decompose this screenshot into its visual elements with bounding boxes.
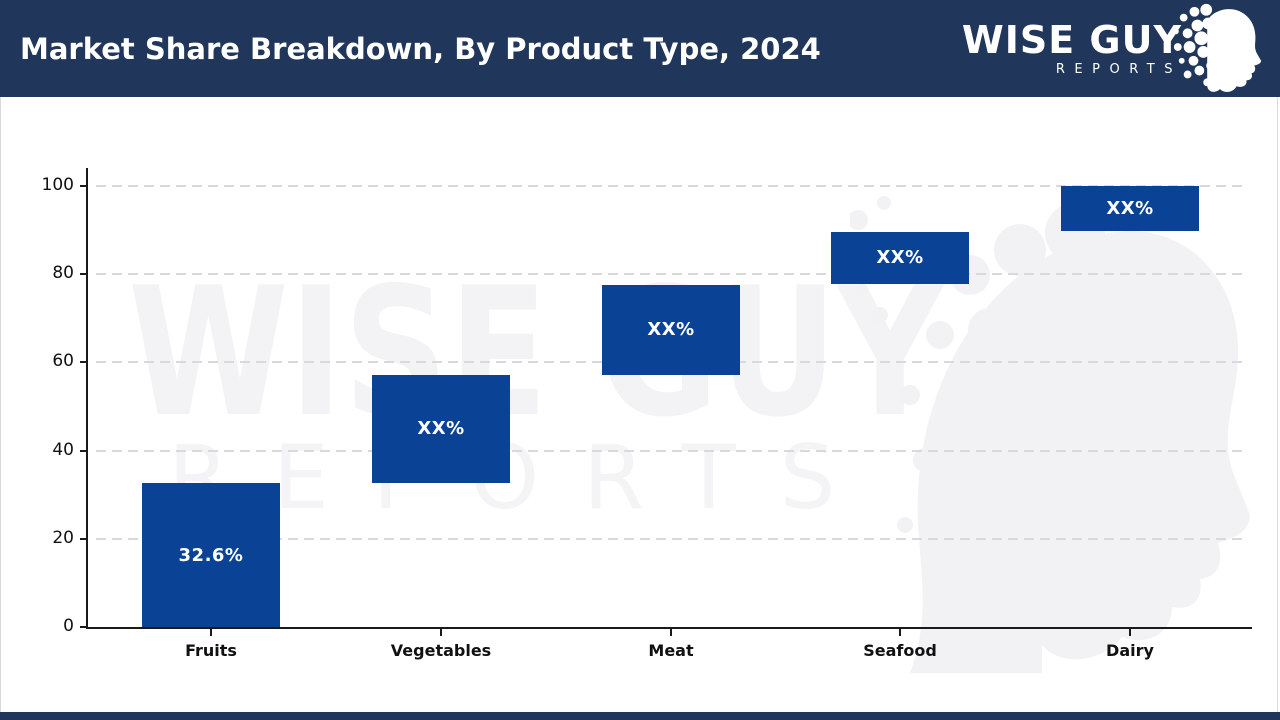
y-tick-80 xyxy=(80,273,87,276)
bar-label: XX% xyxy=(647,319,695,341)
bar-label: XX% xyxy=(417,418,465,440)
brand-text: WISE GUY REPORTS xyxy=(962,21,1182,77)
bar-fruits: 32.6% xyxy=(142,483,280,627)
x-axis-label-vegetables: Vegetables xyxy=(390,641,492,660)
x-axis-label-dairy: Dairy xyxy=(1106,641,1154,660)
x-tick-vegetables xyxy=(440,629,442,636)
bar-dairy: XX% xyxy=(1061,186,1199,232)
y-axis-line xyxy=(86,168,88,629)
gridline-100 xyxy=(96,185,1248,187)
x-axis-label-fruits: Fruits xyxy=(185,641,237,660)
bar-vegetables: XX% xyxy=(372,374,510,484)
bar-label: XX% xyxy=(876,247,924,269)
y-tick-0 xyxy=(80,626,87,628)
gridline-80 xyxy=(96,273,1248,276)
x-axis-label-seafood: Seafood xyxy=(863,641,937,660)
x-axis-label-meat: Meat xyxy=(648,641,694,660)
x-tick-meat xyxy=(670,629,672,636)
y-tick-label-60: 60 xyxy=(52,351,74,372)
y-tick-40 xyxy=(80,449,87,452)
y-tick-label-40: 40 xyxy=(52,439,74,460)
y-tick-20 xyxy=(80,537,87,540)
x-tick-dairy xyxy=(1129,629,1131,636)
header-bar: Market Share Breakdown, By Product Type,… xyxy=(0,0,1280,97)
x-axis-line xyxy=(86,627,1252,629)
brand-name: WISE GUY xyxy=(961,17,1182,62)
y-tick-label-80: 80 xyxy=(52,263,74,284)
y-tick-label-0: 0 xyxy=(63,616,74,636)
bar-meat: XX% xyxy=(602,284,740,375)
brand-subtitle: REPORTS xyxy=(1055,61,1182,77)
y-tick-100 xyxy=(80,185,87,187)
gridline-20 xyxy=(96,537,1248,540)
bar-label: XX% xyxy=(1106,198,1154,220)
left-border xyxy=(0,97,1,712)
footer-bar xyxy=(0,712,1280,720)
watermark-head-icon xyxy=(850,196,1250,673)
bar-label: 32.6% xyxy=(178,544,244,566)
y-tick-60 xyxy=(80,361,87,364)
page-title: Market Share Breakdown, By Product Type,… xyxy=(20,31,821,66)
y-tick-label-20: 20 xyxy=(52,527,74,548)
gridline-40 xyxy=(96,449,1248,452)
brand-logo: WISE GUY REPORTS xyxy=(962,3,1266,95)
right-border xyxy=(1277,97,1278,712)
brand-head-icon xyxy=(1172,3,1262,92)
watermark-brand-text: WISE GUY xyxy=(128,249,943,456)
x-tick-fruits xyxy=(210,629,212,636)
y-tick-label-100: 100 xyxy=(41,175,74,195)
x-tick-seafood xyxy=(899,629,901,636)
bar-seafood: XX% xyxy=(831,231,969,284)
